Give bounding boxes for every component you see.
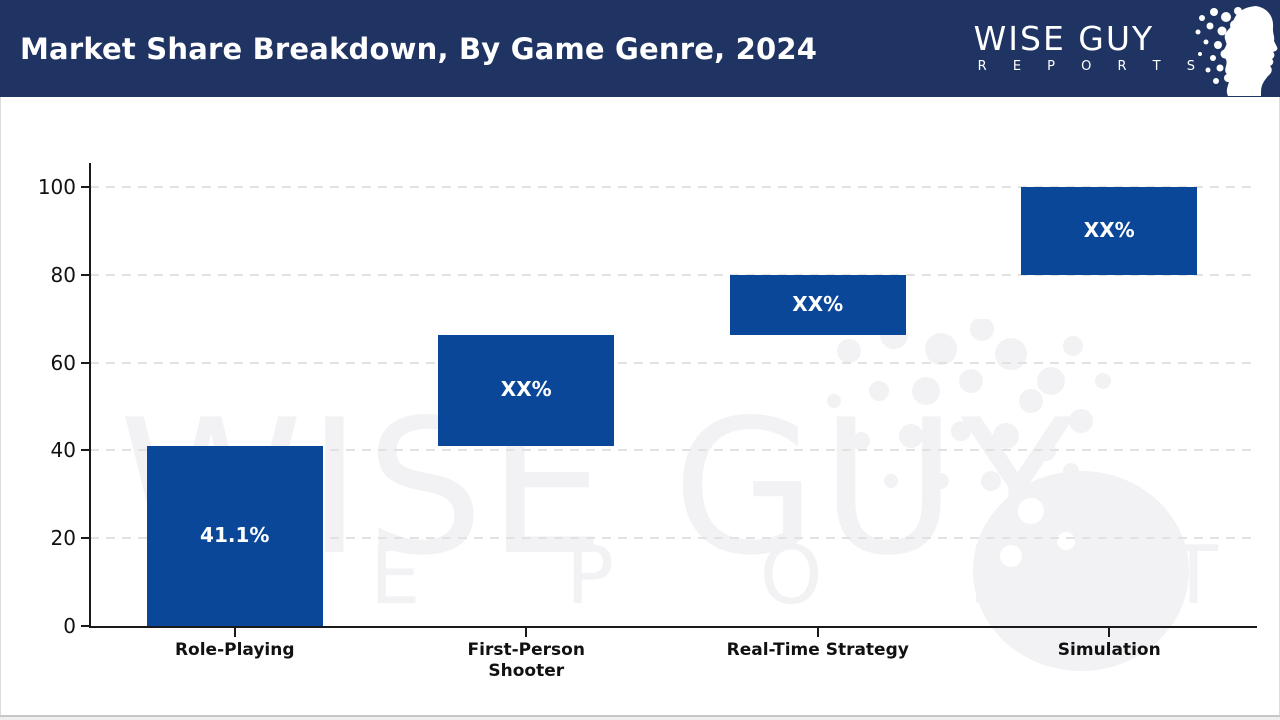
- x-tick-simulation: [1108, 628, 1111, 637]
- gridline-20: [90, 537, 1254, 540]
- y-tick-label-80: 80: [50, 262, 76, 287]
- gridline-40: [90, 449, 1254, 452]
- x-label-role-playing: Role-Playing: [174, 640, 295, 660]
- x-axis: [89, 626, 1257, 628]
- y-tick-label-0: 0: [63, 614, 76, 638]
- bar-first-person-shooter: [438, 334, 615, 446]
- bottom-strip: [0, 717, 1280, 720]
- x-label-first-person-shooter: First-Person Shooter: [467, 640, 585, 681]
- y-tick-80: [81, 273, 90, 276]
- x-label-simulation: Simulation: [1057, 640, 1161, 660]
- watermark-dotted-face: [827, 319, 1189, 671]
- y-tick-60: [81, 361, 90, 364]
- header-bar: Market Share Breakdown, By Game Genre, 2…: [0, 0, 1280, 97]
- bottom-divider: [0, 715, 1280, 717]
- bar-simulation: [1021, 187, 1198, 275]
- gridline-100: [90, 186, 1254, 188]
- y-tick-40: [81, 449, 90, 452]
- brand-logo-subname: R E P O R T S: [977, 59, 1206, 74]
- bar-value-simulation: XX%: [1083, 217, 1135, 242]
- y-tick-100: [81, 186, 90, 188]
- x-tick-first-person-shooter: [525, 628, 528, 637]
- y-tick-20: [81, 537, 90, 540]
- bar-value-role-playing: 41.1%: [200, 522, 270, 547]
- dotted-face-profile-icon: [1195, 6, 1278, 96]
- y-tick-label-20: 20: [50, 526, 76, 551]
- x-tick-real-time-strategy: [816, 628, 819, 637]
- page-title: Market Share Breakdown, By Game Genre, 2…: [20, 31, 818, 66]
- y-tick-0: [81, 625, 90, 627]
- gridline-60: [90, 361, 1254, 364]
- bar-real-time-strategy: [729, 274, 906, 335]
- chart-card: WISE GUY R E P O R T S 02040608010041.1%…: [0, 97, 1280, 716]
- bar-value-first-person-shooter: XX%: [500, 377, 552, 402]
- brand-logo: WISE GUY R E P O R T S: [973, 19, 1206, 75]
- x-label-real-time-strategy: Real-Time Strategy: [726, 640, 909, 660]
- y-tick-label-100: 100: [37, 175, 76, 199]
- y-axis: [89, 163, 91, 628]
- brand-logo-name: WISE GUY: [973, 19, 1155, 58]
- bar-role-playing: [146, 445, 323, 626]
- bar-value-real-time-strategy: XX%: [792, 291, 844, 316]
- y-tick-label-40: 40: [50, 438, 76, 463]
- gridline-80: [90, 273, 1254, 276]
- y-tick-label-60: 60: [50, 350, 76, 375]
- x-tick-role-playing: [233, 628, 236, 637]
